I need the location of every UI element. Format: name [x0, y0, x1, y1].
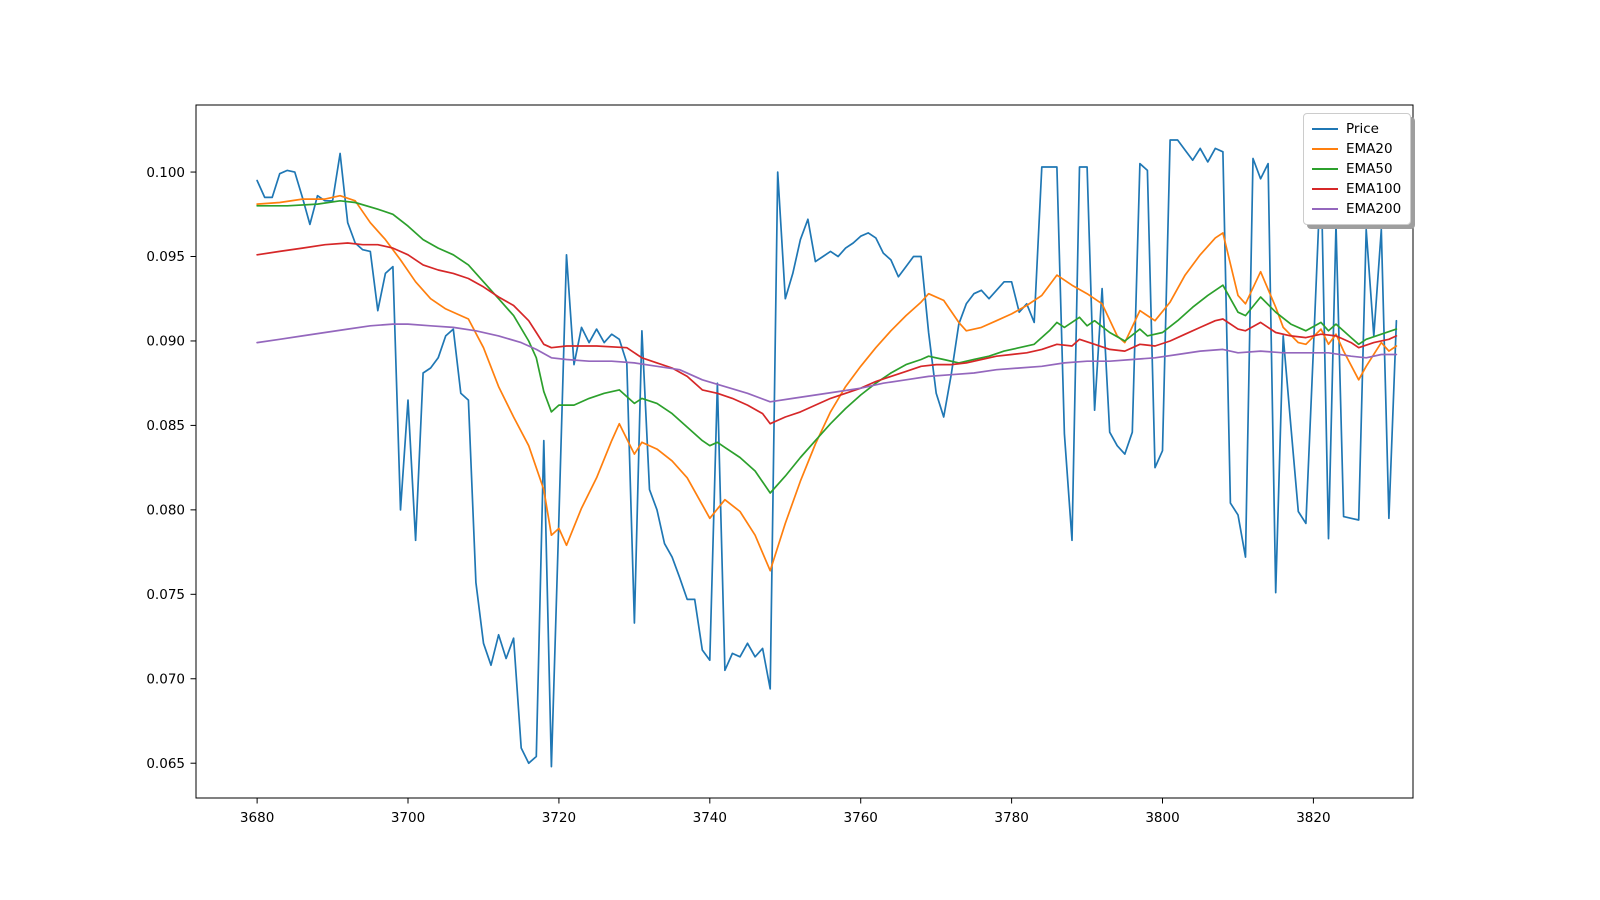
x-tick-label: 3680: [240, 810, 274, 826]
legend-item-ema100: EMA100: [1312, 179, 1401, 199]
x-tick-label: 3820: [1296, 810, 1330, 826]
legend-item-ema50: EMA50: [1312, 159, 1401, 179]
x-tick-label: 3780: [994, 810, 1028, 826]
legend-label: EMA200: [1346, 201, 1402, 217]
legend-label: EMA50: [1346, 161, 1393, 177]
price-line-swatch: [1312, 128, 1338, 130]
y-tick-label: 0.085: [146, 418, 185, 434]
ema20-line-swatch: [1312, 148, 1338, 150]
x-tick-label: 3760: [844, 810, 878, 826]
y-tick-label: 0.095: [146, 249, 185, 265]
x-tick-label: 3720: [542, 810, 576, 826]
legend: Price EMA20 EMA50 EMA100 EMA200: [1303, 113, 1412, 225]
legend-label: EMA100: [1346, 181, 1402, 197]
ema50-line-swatch: [1312, 168, 1338, 170]
y-tick-label: 0.100: [146, 165, 185, 181]
legend-label: Price: [1346, 121, 1379, 137]
y-tick-label: 0.090: [146, 334, 185, 350]
ema20-line: [256, 194, 1398, 572]
y-tick-label: 0.075: [146, 587, 185, 603]
ema100-line-swatch: [1312, 188, 1338, 190]
legend-label: EMA20: [1346, 141, 1393, 157]
y-tick-label: 0.065: [146, 756, 185, 772]
plot-frame: [195, 104, 1414, 799]
x-tick-label: 3740: [693, 810, 727, 826]
ema50-line: [256, 199, 1398, 494]
legend-item-ema20: EMA20: [1312, 139, 1401, 159]
ema200-line-swatch: [1312, 208, 1338, 210]
legend-item-ema200: EMA200: [1312, 199, 1401, 219]
price-line: [256, 139, 1398, 768]
x-tick-label: 3800: [1145, 810, 1179, 826]
x-tick-label: 3700: [391, 810, 425, 826]
ema200-line: [256, 323, 1398, 403]
y-tick-label: 0.070: [146, 671, 185, 687]
legend-item-price: Price: [1312, 119, 1401, 139]
y-tick-label: 0.080: [146, 503, 185, 519]
